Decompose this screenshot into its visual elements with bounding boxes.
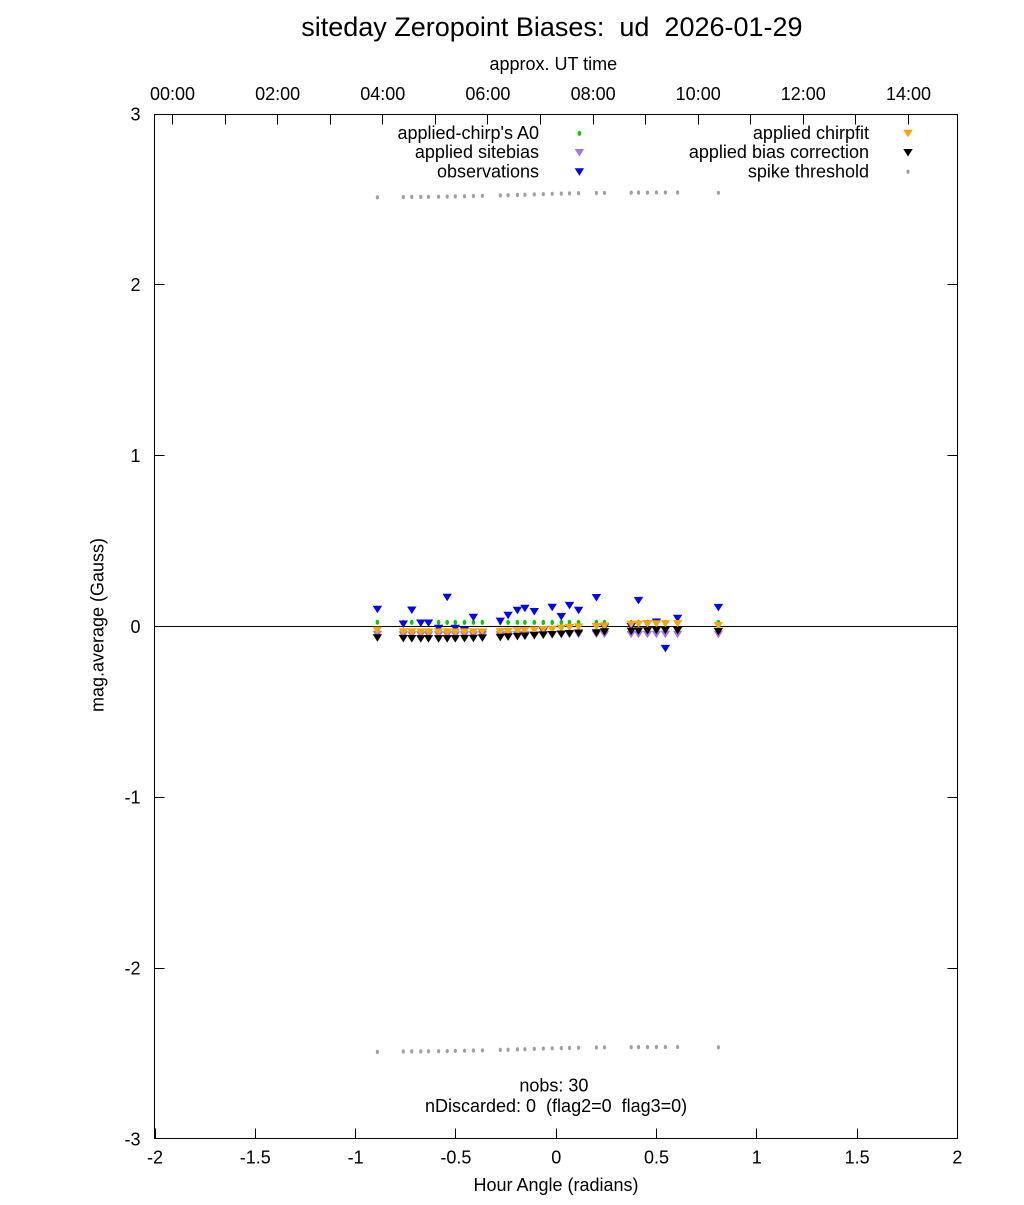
svg-text:applied-chirp's A0: applied-chirp's A0 bbox=[397, 123, 539, 143]
svg-text:2: 2 bbox=[130, 275, 140, 295]
svg-text:applied sitebias: applied sitebias bbox=[415, 142, 539, 162]
svg-text:-1: -1 bbox=[348, 1148, 364, 1168]
svg-text:mag.average (Gauss): mag.average (Gauss) bbox=[88, 538, 108, 712]
svg-text:3: 3 bbox=[130, 104, 140, 124]
svg-text:12:00: 12:00 bbox=[781, 84, 826, 104]
svg-text:1.5: 1.5 bbox=[845, 1148, 870, 1168]
svg-text:02:00: 02:00 bbox=[255, 84, 300, 104]
svg-text:0.5: 0.5 bbox=[644, 1148, 669, 1168]
svg-text:0: 0 bbox=[551, 1148, 561, 1168]
svg-text:04:00: 04:00 bbox=[360, 84, 405, 104]
svg-text:-0.5: -0.5 bbox=[440, 1148, 471, 1168]
svg-text:spike threshold: spike threshold bbox=[748, 161, 869, 181]
svg-text:applied bias correction: applied bias correction bbox=[689, 142, 869, 162]
svg-text:siteday Zeropoint Biases: ud: siteday Zeropoint Biases: ud 2026-01-29 bbox=[301, 12, 802, 42]
svg-text:00:00: 00:00 bbox=[150, 84, 195, 104]
svg-text:-2: -2 bbox=[147, 1148, 163, 1168]
svg-text:approx. UT time: approx. UT time bbox=[489, 54, 617, 74]
svg-text:08:00: 08:00 bbox=[571, 84, 616, 104]
svg-text:06:00: 06:00 bbox=[465, 84, 510, 104]
svg-text:nDiscarded: 0 (flag2=0 flag3: nDiscarded: 0 (flag2=0 flag3=0) bbox=[425, 1096, 687, 1116]
svg-text:-1: -1 bbox=[124, 788, 140, 808]
svg-text:observations: observations bbox=[437, 161, 539, 181]
svg-text:2: 2 bbox=[952, 1148, 962, 1168]
svg-text:1: 1 bbox=[130, 446, 140, 466]
svg-text:-2: -2 bbox=[124, 959, 140, 979]
svg-text:1: 1 bbox=[752, 1148, 762, 1168]
svg-text:14:00: 14:00 bbox=[886, 84, 931, 104]
svg-text:0: 0 bbox=[130, 617, 140, 637]
svg-text:-3: -3 bbox=[124, 1129, 140, 1149]
svg-text:Hour Angle (radians): Hour Angle (radians) bbox=[473, 1175, 638, 1195]
svg-text:nobs: 30: nobs: 30 bbox=[519, 1075, 588, 1095]
svg-text:-1.5: -1.5 bbox=[240, 1148, 271, 1168]
svg-text:10:00: 10:00 bbox=[676, 84, 721, 104]
svg-text:applied chirpfit: applied chirpfit bbox=[753, 123, 869, 143]
